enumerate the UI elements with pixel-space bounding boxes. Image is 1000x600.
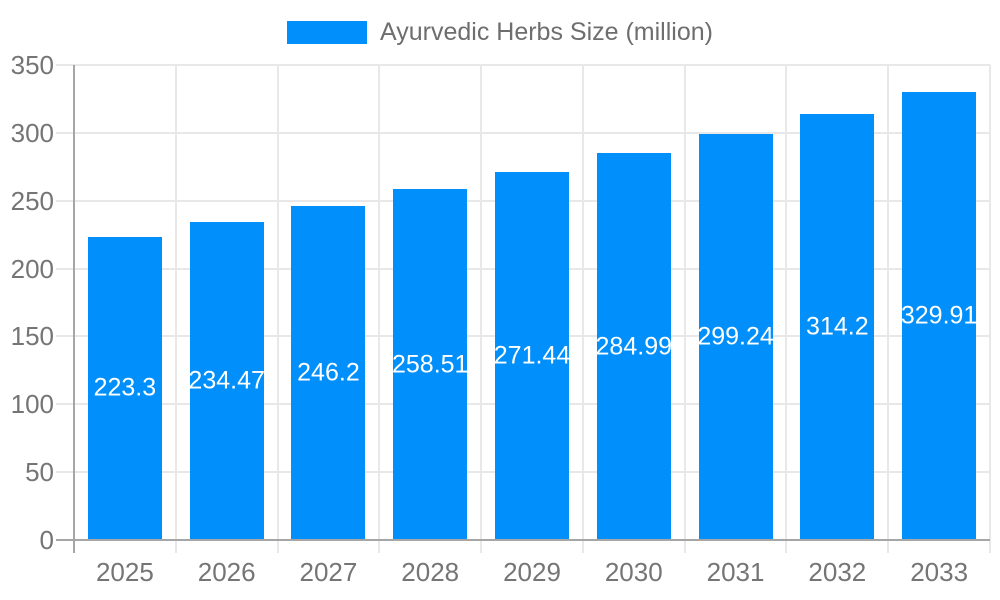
bar-value-label: 284.99 (595, 332, 672, 361)
y-axis-tick-label: 0 (39, 525, 54, 555)
bar-value-label: 258.51 (391, 350, 469, 379)
legend[interactable]: Ayurvedic Herbs Size (million) (0, 18, 1000, 47)
y-axis-tick-label: 200 (10, 253, 54, 284)
x-axis-tick-label: 2026 (197, 557, 256, 587)
bar-value-label: 314.2 (806, 312, 869, 341)
x-axis-tick-label: 2032 (808, 557, 867, 587)
y-axis-line (73, 65, 75, 553)
x-axis-tick-label: 2033 (910, 557, 969, 587)
y-axis-tick-label: 150 (10, 321, 54, 352)
bar-2030[interactable]: 284.99 (595, 153, 672, 540)
x-axis-tick-label: 2029 (503, 557, 561, 587)
y-axis-tick-label: 100 (10, 389, 54, 420)
y-axis-tick-label: 50 (25, 457, 54, 488)
bar-2031[interactable]: 299.24 (697, 133, 774, 540)
gridline-vertical (174, 65, 177, 553)
gridline-vertical (480, 65, 483, 553)
x-axis-tick-label: 2031 (706, 557, 765, 587)
legend-label: Ayurvedic Herbs Size (million) (380, 18, 713, 46)
plot-area: 223.3 234.47 246.2 258.51 271.44 284.99 299.24… (56, 64, 991, 553)
bar-value-label: 246.2 (297, 358, 360, 387)
y-axis-tick-label: 250 (10, 185, 54, 216)
bar-2033[interactable]: 329.91 (900, 92, 978, 540)
legend-swatch-icon (287, 21, 367, 44)
bar-value-label: 271.44 (493, 341, 571, 370)
gridline-vertical (785, 65, 788, 553)
x-axis-tick-label: 2028 (401, 557, 460, 587)
gridline-vertical (581, 65, 584, 553)
bar-value-label: 299.24 (697, 322, 774, 351)
bar-2029[interactable]: 271.44 (493, 171, 571, 540)
gridline-vertical (887, 65, 890, 553)
bar-2025[interactable]: 223.3 (87, 236, 162, 540)
bar-2027[interactable]: 246.2 (291, 205, 366, 540)
y-axis-tick-label: 350 (10, 50, 54, 80)
gridline-horizontal (56, 64, 990, 66)
x-axis-tick-label: 2025 (95, 557, 154, 587)
gridline-vertical (989, 65, 991, 553)
gridline-vertical (378, 65, 381, 553)
bar-value-label: 234.47 (188, 366, 265, 395)
bar-value-label: 329.91 (900, 301, 978, 330)
bar-value-label: 223.3 (93, 373, 157, 402)
gridline-vertical (683, 65, 686, 553)
x-axis-tick-label: 2027 (299, 557, 358, 587)
x-axis-line (56, 539, 990, 541)
gridline-horizontal (56, 131, 990, 134)
gridline-vertical (276, 65, 279, 553)
x-axis-tick-label: 2030 (604, 557, 663, 587)
bar-2028[interactable]: 258.51 (391, 189, 469, 540)
bar-2026[interactable]: 234.47 (188, 221, 265, 540)
bar-2032[interactable]: 314.2 (800, 113, 875, 540)
y-axis-tick-label: 300 (10, 117, 54, 148)
